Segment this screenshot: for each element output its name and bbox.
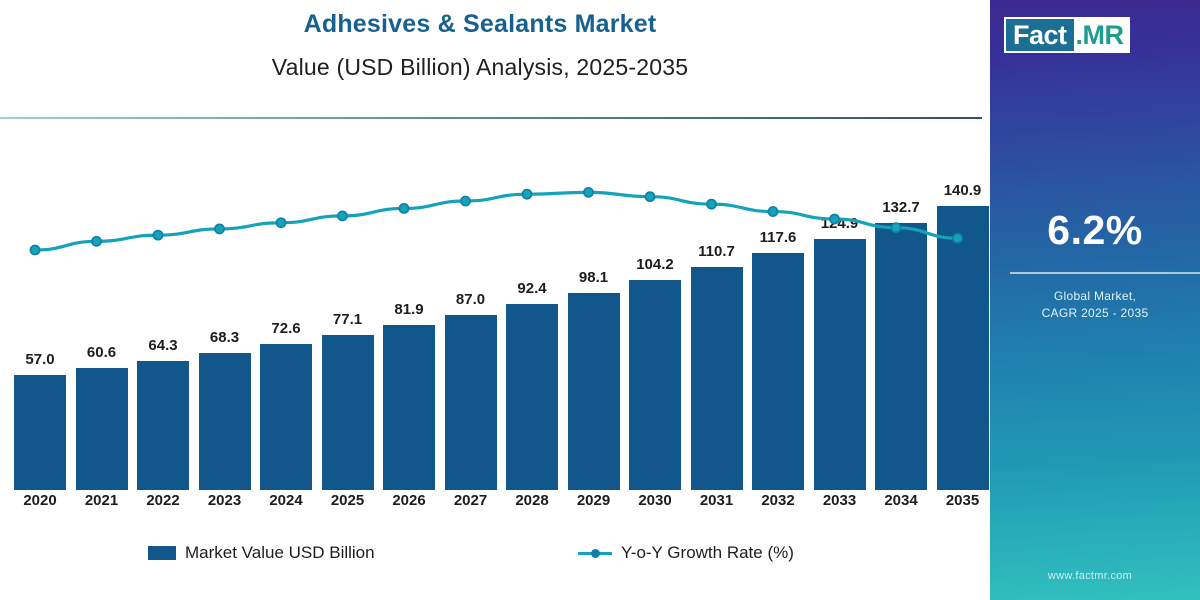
bar-value-label: 87.0 (455, 290, 486, 308)
bar-value-label: 104.2 (636, 256, 674, 274)
bar[interactable] (813, 238, 866, 490)
bar-value-label: 140.9 (943, 182, 982, 200)
logo-mr-text: .MR (1073, 19, 1128, 51)
x-axis-tick: 2024 (269, 492, 303, 509)
growth-line-marker[interactable]: 2024: 6.3% (275, 217, 287, 229)
x-axis-tick: 2026 (392, 492, 426, 509)
page-subtitle: Value (USD Billion) Analysis, 2025-2035 (271, 54, 689, 80)
bar[interactable] (567, 292, 620, 490)
bar-value-label: 72.6 (271, 319, 301, 337)
plot-area: 57.0 60.6 64.3 68.3 72.6 77.1 81.9 87.0 92.4 98.1… (0, 126, 990, 490)
cagr-value: 6.2% (1047, 207, 1143, 253)
growth-line-marker[interactable]: 2021: 6.3% (91, 235, 102, 247)
x-axis-labels: 2020 2021 2022 2023 2024 2025 2026 2027 2028 2029… (0, 492, 990, 520)
bar[interactable] (875, 222, 927, 490)
x-axis-tick: 2021 (84, 492, 119, 509)
x-axis-tick: 2028 (515, 492, 549, 509)
bar[interactable] (137, 360, 189, 490)
bar-value-label: 117.6 (759, 229, 797, 247)
brand-side-panel: Fact .MR 6.2% Global Market, CAGR 2025 -… (990, 0, 1200, 600)
bar[interactable] (14, 375, 66, 490)
growth-line-marker[interactable]: 2022: 6.1% (152, 229, 164, 241)
chart-header: Adhesives & Sealants Market Value (USD B… (0, 0, 990, 119)
bar-series: 57.0 60.6 64.3 68.3 72.6 77.1 81.9 87.0 92.4 98.1… (0, 126, 990, 490)
x-axis-tick: 2020 (23, 492, 57, 509)
x-axis-tick: 2033 (822, 492, 857, 509)
bar[interactable] (383, 325, 435, 490)
bar[interactable] (690, 267, 743, 490)
bar[interactable] (75, 368, 128, 490)
growth-line-marker[interactable]: 2033: 6.2% (829, 213, 840, 225)
bar-value-label: 110.7 (698, 243, 735, 261)
bar-value-label: 68.3 (209, 328, 240, 346)
factmr-logo[interactable]: Fact .MR (1004, 17, 1130, 53)
bar[interactable] (936, 206, 989, 490)
bar-value-label: 57.0 (25, 351, 55, 369)
logo-fact-text: Fact (1006, 19, 1074, 51)
bar-value-label: 98.1 (578, 268, 609, 286)
legend-item-growth-rate[interactable]: Y-o-Y Growth Rate (%) (578, 543, 794, 563)
chart-panel: Adhesives & Sealants Market Value (USD B… (0, 0, 990, 574)
growth-line-marker[interactable]: 2030: 6.2% (644, 191, 656, 203)
x-axis-tick: 2022 (146, 492, 180, 509)
bar[interactable] (444, 314, 497, 490)
bar-value-label: 64.3 (148, 336, 178, 354)
growth-line-marker[interactable]: 2020: 6% (29, 244, 41, 256)
side-top-accent (990, 0, 1200, 8)
growth-line-marker[interactable]: 2023: 6.2% (214, 223, 225, 235)
bar[interactable] (629, 280, 681, 490)
x-axis-tick: 2023 (207, 492, 242, 509)
growth-line-marker[interactable]: 2032: 6.2% (767, 206, 779, 217)
line-swatch-icon (578, 546, 612, 560)
cagr-caption-line2: CAGR 2025 - 2035 (1041, 306, 1149, 320)
bar-swatch-icon (148, 546, 176, 560)
bar[interactable] (260, 343, 312, 490)
bar[interactable] (752, 253, 804, 490)
bar-value-label: 132.7 (882, 198, 920, 216)
growth-line-marker[interactable]: 2028: 6.3% (521, 188, 533, 200)
x-axis-tick: 2034 (884, 492, 918, 509)
growth-line-path (33, 190, 960, 252)
header-divider (0, 117, 982, 119)
bar-value-label: 60.6 (86, 344, 117, 361)
growth-line-marker[interactable]: 2026: 6.2% (398, 203, 410, 214)
growth-line-series: 2020: 6% 2021: 6.3% 2022: 6.1% 2023: 6.2% 20… (29, 186, 963, 256)
growth-line-marker[interactable]: 2027: 6.2% (460, 195, 471, 207)
x-axis-tick: 2035 (945, 492, 980, 509)
x-axis-tick: 2030 (638, 492, 672, 509)
website-url: www.factmr.com (1047, 570, 1133, 582)
bar[interactable] (198, 352, 251, 490)
page-title: Adhesives & Sealants Market (303, 10, 657, 38)
growth-line-marker[interactable]: 2029: 6.3% (583, 186, 594, 198)
growth-line-marker[interactable]: 2025: 6.2% (337, 210, 348, 222)
legend-label-market-value: Market Value USD Billion (185, 543, 375, 562)
bar[interactable] (321, 334, 374, 490)
growth-line-marker[interactable]: 2034: 6.2% (890, 222, 902, 234)
x-axis-tick: 2032 (761, 492, 795, 509)
legend-label-growth-rate: Y-o-Y Growth Rate (%) (621, 543, 794, 562)
bar-value-label: 77.1 (332, 310, 363, 328)
side-divider (1010, 272, 1200, 274)
chart-legend: Market Value USD Billion Y-o-Y Growth Ra… (0, 540, 980, 574)
growth-line-marker[interactable]: 2035: 6.2% (952, 232, 963, 244)
bar-value-label: 81.9 (394, 301, 424, 319)
bar[interactable] (506, 303, 558, 490)
legend-item-market-value[interactable]: Market Value USD Billion (148, 543, 375, 563)
x-axis-tick: 2031 (699, 492, 734, 509)
x-axis-tick: 2025 (330, 492, 365, 509)
x-axis-tick: 2029 (576, 492, 611, 509)
cagr-caption-line1: Global Market, (1053, 289, 1137, 303)
growth-line-marker[interactable]: 2031: 6.2% (706, 198, 717, 210)
cagr-caption: Global Market, CAGR 2025 - 2035 (990, 288, 1200, 322)
bar-value-label: 92.4 (517, 279, 547, 297)
x-axis-tick: 2027 (453, 492, 488, 509)
